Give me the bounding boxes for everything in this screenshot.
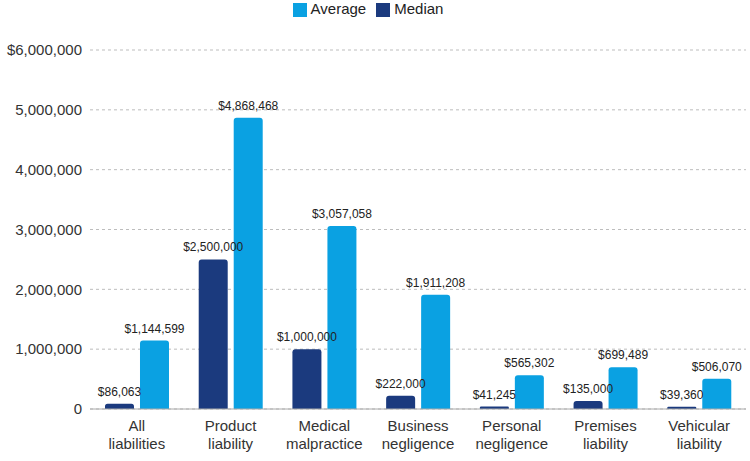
svg-text:$222,000: $222,000 (376, 377, 426, 391)
svg-text:Vehicularliability: Vehicularliability (668, 417, 730, 452)
svg-text:Businessnegligence: Businessnegligence (382, 417, 455, 452)
svg-text:$41,245: $41,245 (473, 388, 517, 402)
html-text:Median: Median (394, 0, 444, 17)
svg-text:$2,500,000: $2,500,000 (183, 240, 243, 254)
svg-text:Medicalmalpractice: Medicalmalpractice (286, 417, 363, 452)
svg-text:$4,868,468: $4,868,468 (218, 99, 278, 113)
svg-text:$1,144,599: $1,144,599 (124, 322, 184, 336)
svg-text:0: 0 (74, 400, 82, 417)
svg-text:Productliability: Productliability (205, 417, 258, 452)
svg-text:$86,063: $86,063 (98, 385, 142, 399)
svg-text:$6,000,000: $6,000,000 (8, 41, 82, 58)
svg-text:$135,000: $135,000 (563, 382, 613, 396)
svg-text:$3,057,058: $3,057,058 (312, 207, 372, 221)
svg-text:3,000,000: 3,000,000 (15, 221, 82, 238)
svg-text:2,000,000: 2,000,000 (15, 281, 82, 298)
svg-text:5,000,000: 5,000,000 (15, 101, 82, 118)
svg-text:$39,360: $39,360 (660, 388, 704, 402)
svg-text:1,000,000: 1,000,000 (15, 340, 82, 357)
html-text:Average: Average (310, 0, 367, 17)
svg-text:4,000,000: 4,000,000 (15, 161, 82, 178)
svg-text:$1,911,208: $1,911,208 (406, 276, 465, 290)
svg-text:Premisesliability: Premisesliability (574, 417, 637, 452)
svg-text:Personalnegligence: Personalnegligence (475, 417, 548, 452)
svg-text:Allliabilities: Allliabilities (109, 417, 166, 452)
svg-text:$1,000,000: $1,000,000 (277, 330, 337, 344)
svg-text:$699,489: $699,489 (598, 348, 648, 362)
svg-text:$506,070: $506,070 (692, 360, 742, 374)
svg-text:$565,302: $565,302 (504, 356, 554, 370)
